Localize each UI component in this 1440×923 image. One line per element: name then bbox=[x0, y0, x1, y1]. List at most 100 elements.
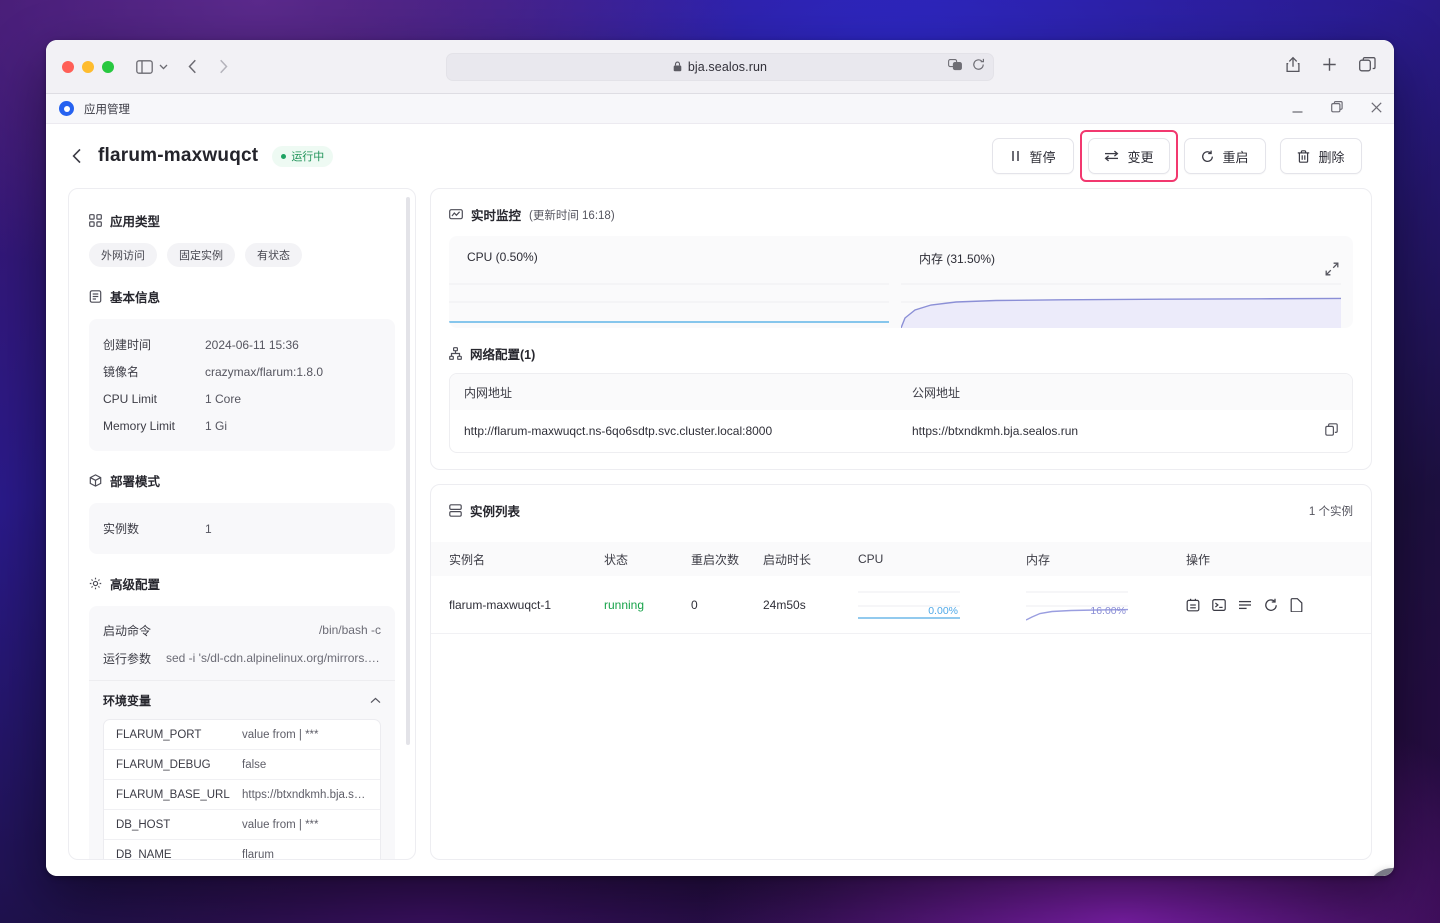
instances-title: 实例列表 bbox=[470, 505, 521, 519]
maximize-icon[interactable] bbox=[1331, 100, 1343, 118]
instances-table: 实例名 状态 重启次数 启动时长 CPU 内存 操作 flarum-maxwuq… bbox=[431, 542, 1371, 634]
back-arrow-icon[interactable] bbox=[68, 144, 86, 168]
sidebar-toggle-icon[interactable] bbox=[136, 59, 153, 74]
tab-overview-icon[interactable] bbox=[1359, 56, 1376, 77]
close-window-button[interactable] bbox=[62, 60, 74, 73]
memory-mini-chart: 16.00% bbox=[1025, 591, 1129, 625]
panel-collapse-handle[interactable] bbox=[1366, 868, 1394, 876]
plus-icon[interactable] bbox=[1322, 57, 1337, 77]
cell-state: running bbox=[604, 597, 645, 612]
cell-uptime: 24m50s bbox=[763, 597, 806, 612]
section-app-type: 应用类型 bbox=[89, 211, 395, 230]
content-area: 应用类型 外网访问 固定实例 有状态 基本信息 bbox=[46, 188, 1394, 876]
network-header: 网络配置(1) bbox=[449, 344, 1353, 363]
network-table-header: 内网地址 公网地址 bbox=[450, 374, 1352, 410]
table-row[interactable]: flarum-maxwuqct-1 running 0 24m50s bbox=[431, 576, 1371, 634]
env-key: FLARUM_BASE_URL bbox=[116, 788, 230, 801]
zoom-window-button[interactable] bbox=[102, 60, 114, 73]
restart-icon[interactable] bbox=[1264, 598, 1278, 612]
cpu-mini-chart: 0.00% bbox=[858, 591, 960, 625]
instances-header: 实例列表 1 个实例 bbox=[431, 501, 1371, 520]
info-value: 2024-06-11 15:36 bbox=[205, 337, 299, 352]
env-value: value from | *** bbox=[242, 728, 319, 741]
instances-table-header: 实例名 状态 重启次数 启动时长 CPU 内存 操作 bbox=[431, 542, 1371, 576]
info-row: Memory Limit 1 Gi bbox=[103, 412, 381, 439]
advanced-row: 运行参数 sed -i 's/dl-cdn.alpinelinux.org/mi… bbox=[103, 644, 381, 672]
info-row: 镜像名 crazymax/flarum:1.8.0 bbox=[103, 358, 381, 385]
traffic-lights bbox=[62, 60, 114, 73]
gear-icon bbox=[89, 577, 102, 590]
status-label: 运行中 bbox=[291, 151, 325, 163]
info-value: 1 bbox=[205, 521, 212, 536]
browser-chrome-bar: bja.sealos.run bbox=[46, 40, 1394, 94]
minimize-window-button[interactable] bbox=[82, 60, 94, 73]
expand-icon[interactable] bbox=[1325, 262, 1339, 281]
advanced-card: 启动命令 /bin/bash -c 运行参数 sed -i 's/dl-cdn.… bbox=[89, 606, 395, 859]
env-key: FLARUM_DEBUG bbox=[116, 758, 211, 771]
minimize-icon[interactable] bbox=[1292, 100, 1303, 118]
pause-button-label: 暂停 bbox=[1029, 149, 1056, 165]
change-button[interactable]: 变更 bbox=[1080, 130, 1178, 182]
file-icon[interactable] bbox=[1290, 597, 1303, 612]
env-key: DB_HOST bbox=[116, 818, 171, 831]
tag-public-access: 外网访问 bbox=[89, 243, 157, 267]
app-logo-icon bbox=[59, 101, 74, 116]
sidebar-scrollbar[interactable] bbox=[406, 197, 410, 745]
env-value: https://btxndkmh.bja.seal... bbox=[242, 788, 368, 801]
pause-icon bbox=[1010, 150, 1021, 162]
browser-back-icon[interactable] bbox=[188, 59, 197, 74]
lock-icon bbox=[673, 61, 682, 72]
restart-button[interactable]: 重启 bbox=[1184, 138, 1266, 174]
info-row: 实例数 1 bbox=[103, 515, 381, 542]
section-advanced: 高级配置 bbox=[89, 574, 395, 593]
reload-icon[interactable] bbox=[972, 58, 985, 76]
env-vars-toggle[interactable]: 环境变量 bbox=[103, 681, 381, 719]
browser-forward-icon[interactable] bbox=[219, 59, 228, 74]
monitoring-card: 实时监控 (更新时间 16:18) CPU (0.50%) bbox=[430, 188, 1372, 470]
divider bbox=[89, 680, 395, 681]
section-deploy-mode: 部署模式 bbox=[89, 471, 395, 490]
url-text: bja.sealos.run bbox=[687, 59, 768, 74]
document-icon bbox=[89, 290, 102, 303]
network-col-internal: 内网地址 bbox=[464, 385, 513, 400]
copy-icon[interactable] bbox=[1325, 423, 1338, 439]
cpu-value-label: 0.00% bbox=[928, 605, 958, 617]
delete-button[interactable]: 删除 bbox=[1280, 138, 1362, 174]
share-icon[interactable] bbox=[1286, 56, 1300, 78]
browser-window: bja.sealos.run bbox=[46, 40, 1394, 876]
network-table: 内网地址 公网地址 http://flarum-maxwuqct.ns-6qo6… bbox=[449, 373, 1353, 453]
close-icon[interactable] bbox=[1371, 100, 1382, 118]
network-col-public: 公网地址 bbox=[912, 385, 961, 400]
col-restarts: 重启次数 bbox=[691, 552, 740, 567]
memory-mini-sparkline bbox=[1025, 591, 1129, 621]
col-instance-name: 实例名 bbox=[449, 552, 486, 567]
advanced-key: 运行参数 bbox=[103, 651, 152, 666]
monitor-icon[interactable] bbox=[1186, 598, 1200, 612]
address-bar[interactable]: bja.sealos.run bbox=[446, 52, 994, 81]
status-dot-icon bbox=[281, 153, 287, 159]
chevron-up-icon[interactable] bbox=[370, 697, 381, 704]
cell-memory: 16.00% bbox=[1025, 584, 1186, 625]
deploy-mode-card: 实例数 1 bbox=[89, 503, 395, 554]
terminal-icon[interactable] bbox=[1212, 598, 1226, 612]
advanced-row: 启动命令 /bin/bash -c bbox=[103, 616, 381, 644]
env-value: flarum bbox=[242, 848, 274, 860]
network-public-address[interactable]: https://btxndkmh.bja.sealos.run bbox=[912, 424, 1079, 438]
section-app-type-title: 应用类型 bbox=[110, 215, 161, 229]
col-uptime: 启动时长 bbox=[763, 552, 812, 567]
env-vars-table: FLARUM_PORT value from | *** FLARUM_DEBU… bbox=[103, 719, 381, 859]
cpu-chart-block: CPU (0.50%) bbox=[449, 250, 901, 328]
right-column: 实时监控 (更新时间 16:18) CPU (0.50%) bbox=[430, 188, 1372, 860]
cube-icon bbox=[89, 474, 102, 487]
detail-sidebar-scroll[interactable]: 应用类型 外网访问 固定实例 有状态 基本信息 bbox=[69, 189, 415, 859]
network-internal-address[interactable]: http://flarum-maxwuqct.ns-6qo6sdtp.svc.c… bbox=[464, 424, 773, 438]
sidebar-chevron-down-icon[interactable] bbox=[159, 64, 168, 70]
app-titlebar: 应用管理 bbox=[46, 94, 1394, 124]
pause-button[interactable]: 暂停 bbox=[992, 138, 1074, 174]
detail-sidebar: 应用类型 外网访问 固定实例 有状态 基本信息 bbox=[68, 188, 416, 860]
info-value: 1 Core bbox=[205, 391, 242, 406]
network-table-row: http://flarum-maxwuqct.ns-6qo6sdtp.svc.c… bbox=[450, 410, 1352, 452]
reader-icon[interactable] bbox=[948, 58, 963, 76]
instances-card: 实例列表 1 个实例 实例名 状态 重启次数 启动时长 CPU 内存 操作 bbox=[430, 484, 1372, 860]
logs-icon[interactable] bbox=[1238, 599, 1252, 611]
